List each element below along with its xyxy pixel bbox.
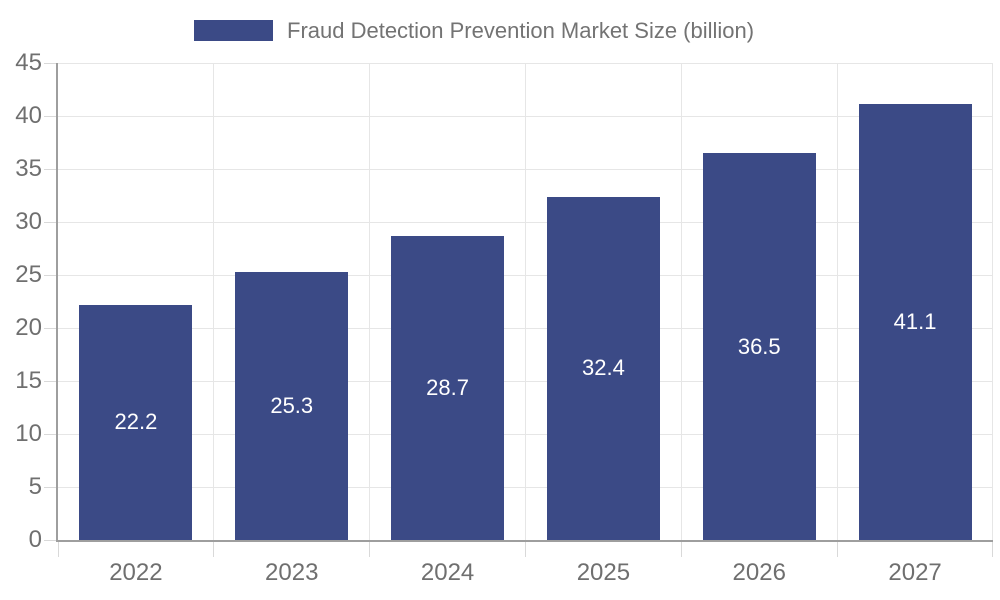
bar-value-label: 25.3 — [270, 392, 314, 418]
bar-value-label: 36.5 — [737, 333, 781, 359]
y-tick-label: 35 — [15, 155, 42, 182]
y-tick — [44, 274, 56, 276]
x-tick — [57, 542, 59, 557]
bar[interactable]: 41.1 — [858, 104, 972, 540]
y-tick — [44, 327, 56, 329]
bar-value-label: 32.4 — [581, 355, 625, 381]
gridline-v — [369, 63, 371, 540]
y-tick — [44, 62, 56, 64]
x-tick-label: 2022 — [109, 559, 163, 586]
x-tick — [992, 542, 993, 557]
x-tick-label: 2023 — [265, 559, 319, 586]
y-tick-label: 15 — [15, 367, 42, 394]
y-axis-line — [56, 63, 58, 540]
legend-label: Fraud Detection Prevention Market Size (… — [287, 18, 755, 43]
x-tick-label: 2026 — [732, 559, 786, 586]
x-tick — [680, 542, 682, 557]
x-tick — [369, 542, 371, 557]
y-tick-label: 40 — [15, 102, 42, 129]
y-tick — [44, 168, 56, 170]
bar[interactable]: 32.4 — [546, 196, 660, 540]
y-tick — [44, 486, 56, 488]
x-tick — [525, 542, 526, 557]
plot-area: 0 5 10 15 20 25 30 35 40 45 2022 2023 2024 2025 2026 20… — [15, 51, 993, 585]
x-tick-label: 2025 — [576, 559, 631, 586]
y-tick — [44, 539, 56, 541]
bar-value-label: 28.7 — [426, 374, 469, 400]
bar-value-label: 22.2 — [114, 409, 158, 435]
y-tick-label: 25 — [15, 261, 42, 288]
bar[interactable]: 28.7 — [391, 235, 505, 540]
y-tick — [44, 380, 56, 382]
x-tick — [213, 542, 215, 557]
bar[interactable]: 22.2 — [79, 304, 193, 540]
y-tick-label: 30 — [15, 208, 42, 235]
legend[interactable]: Fraud Detection Prevention Market Size (… — [194, 18, 754, 43]
x-tick-label: 2027 — [888, 559, 942, 586]
gridline-v — [213, 63, 215, 540]
gridline-v — [525, 63, 526, 540]
gridline-v — [680, 63, 682, 540]
x-axis-line — [56, 540, 993, 542]
x-tick-label: 2024 — [420, 559, 475, 586]
y-tick — [44, 115, 56, 117]
y-tick — [44, 221, 56, 223]
x-tick — [836, 542, 838, 557]
y-tick-label: 0 — [28, 526, 42, 553]
y-tick-label: 20 — [15, 314, 42, 341]
y-tick-label: 10 — [15, 420, 42, 447]
bar[interactable]: 36.5 — [702, 153, 816, 540]
gridline-v — [992, 63, 993, 540]
y-tick-label: 5 — [28, 473, 42, 500]
legend-swatch-icon — [194, 20, 273, 41]
y-tick-label: 45 — [15, 49, 42, 76]
bar[interactable]: 25.3 — [235, 271, 349, 540]
gridline-v — [836, 63, 838, 540]
y-tick — [44, 433, 56, 435]
bar-value-label: 41.1 — [893, 309, 937, 335]
